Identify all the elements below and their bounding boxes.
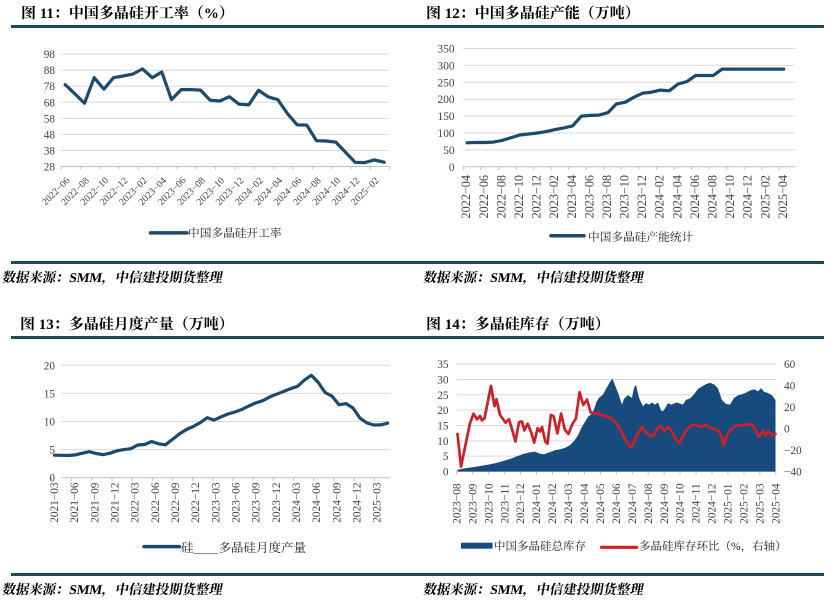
svg-text:2023−04: 2023−04	[565, 175, 579, 218]
svg-text:2025−02: 2025−02	[758, 175, 772, 218]
svg-text:2024−09: 2024−09	[659, 483, 671, 524]
svg-text:2023−10: 2023−10	[483, 483, 495, 524]
svg-text:2023−06: 2023−06	[231, 482, 243, 523]
svg-text:15: 15	[437, 421, 449, 433]
svg-text:100: 100	[438, 128, 455, 140]
svg-text:40: 40	[784, 381, 796, 393]
svg-text:2024−03: 2024−03	[291, 482, 303, 523]
svg-text:2023−08: 2023−08	[451, 483, 463, 524]
svg-text:2023−11: 2023−11	[499, 484, 511, 524]
svg-text:2024−12: 2024−12	[707, 483, 719, 524]
svg-text:2022−12: 2022−12	[530, 175, 544, 218]
svg-text:2023−03: 2023−03	[210, 482, 222, 523]
svg-text:2024−11: 2024−11	[691, 483, 703, 523]
svg-text:2023−12: 2023−12	[635, 175, 649, 218]
svg-text:2024−07: 2024−07	[627, 483, 639, 524]
svg-text:0: 0	[449, 162, 455, 174]
svg-text:250: 250	[438, 77, 455, 89]
svg-text:98: 98	[44, 49, 56, 61]
svg-text:20: 20	[784, 402, 796, 414]
svg-text:0: 0	[443, 467, 449, 479]
svg-text:2023−02: 2023−02	[547, 175, 561, 218]
svg-text:25: 25	[437, 390, 449, 402]
svg-text:2025−02: 2025−02	[739, 483, 751, 524]
svg-text:2021−12: 2021−12	[110, 482, 122, 523]
svg-text:2025−03: 2025−03	[372, 482, 384, 523]
svg-text:2024−03: 2024−03	[563, 483, 575, 524]
svg-text:2025−04: 2025−04	[770, 483, 782, 524]
svg-text:2022−09: 2022−09	[170, 482, 182, 523]
svg-text:2024−12: 2024−12	[741, 175, 755, 218]
svg-text:2024−08: 2024−08	[706, 175, 720, 218]
svg-text:2025−04: 2025−04	[776, 175, 790, 218]
svg-text:2023−12: 2023−12	[515, 483, 527, 524]
svg-text:2023−12: 2023−12	[271, 482, 283, 523]
svg-text:300: 300	[438, 60, 455, 72]
svg-text:2023−10: 2023−10	[618, 175, 632, 218]
svg-text:150: 150	[438, 111, 455, 123]
svg-text:10: 10	[44, 417, 56, 429]
svg-text:−20: −20	[784, 445, 802, 457]
svg-text:2024−12: 2024−12	[352, 482, 364, 523]
svg-text:2024−02: 2024−02	[547, 483, 559, 524]
svg-text:48: 48	[44, 129, 56, 141]
svg-text:200: 200	[438, 94, 455, 106]
svg-text:2023−09: 2023−09	[251, 482, 263, 523]
svg-text:38: 38	[44, 145, 56, 157]
svg-text:20: 20	[44, 360, 56, 372]
svg-text:5: 5	[49, 445, 55, 457]
svg-text:0: 0	[784, 424, 790, 436]
svg-text:2022−10: 2022−10	[512, 175, 526, 218]
svg-text:2023−06: 2023−06	[582, 175, 596, 218]
svg-text:2024−01: 2024−01	[531, 483, 543, 523]
svg-text:88: 88	[44, 65, 56, 77]
svg-text:2022−03: 2022−03	[130, 482, 142, 523]
svg-text:2024−06: 2024−06	[688, 175, 702, 218]
svg-text:2024−05: 2024−05	[595, 483, 607, 524]
svg-text:2024−08: 2024−08	[643, 483, 655, 524]
svg-text:28: 28	[44, 162, 56, 174]
svg-text:2022−12: 2022−12	[190, 482, 202, 523]
svg-text:2022−06: 2022−06	[150, 482, 162, 523]
svg-text:58: 58	[44, 113, 56, 125]
svg-text:5: 5	[443, 451, 449, 463]
svg-text:2023−08: 2023−08	[600, 175, 614, 218]
svg-text:78: 78	[44, 81, 56, 93]
svg-text:2024−06: 2024−06	[611, 483, 623, 524]
svg-text:2024−10: 2024−10	[723, 175, 737, 218]
svg-text:2024−09: 2024−09	[331, 482, 343, 523]
svg-text:−40: −40	[784, 467, 802, 479]
svg-text:2021−03: 2021−03	[49, 482, 61, 523]
svg-text:2024−06: 2024−06	[311, 482, 323, 523]
svg-text:68: 68	[44, 97, 56, 109]
svg-text:2024−02: 2024−02	[653, 175, 667, 218]
svg-text:2021−06: 2021−06	[69, 482, 81, 523]
svg-text:2024−10: 2024−10	[675, 483, 687, 524]
svg-text:60: 60	[784, 359, 796, 371]
svg-text:2023−09: 2023−09	[467, 483, 479, 524]
svg-text:50: 50	[443, 145, 455, 157]
svg-text:2022−04: 2022−04	[459, 175, 473, 218]
svg-text:350: 350	[438, 44, 455, 56]
svg-text:10: 10	[437, 436, 449, 448]
svg-text:2022−06: 2022−06	[477, 175, 491, 218]
svg-text:2024−04: 2024−04	[670, 175, 684, 218]
svg-text:2021−09: 2021−09	[89, 482, 101, 523]
svg-text:0: 0	[49, 473, 55, 485]
svg-text:2022−08: 2022−08	[494, 175, 508, 218]
svg-text:30: 30	[437, 375, 449, 387]
svg-text:2025−01: 2025−01	[723, 484, 735, 524]
svg-text:2024−04: 2024−04	[579, 483, 591, 524]
svg-text:2025−03: 2025−03	[754, 483, 766, 524]
svg-text:20: 20	[437, 405, 449, 417]
svg-text:15: 15	[44, 388, 56, 400]
svg-text:35: 35	[437, 359, 449, 371]
